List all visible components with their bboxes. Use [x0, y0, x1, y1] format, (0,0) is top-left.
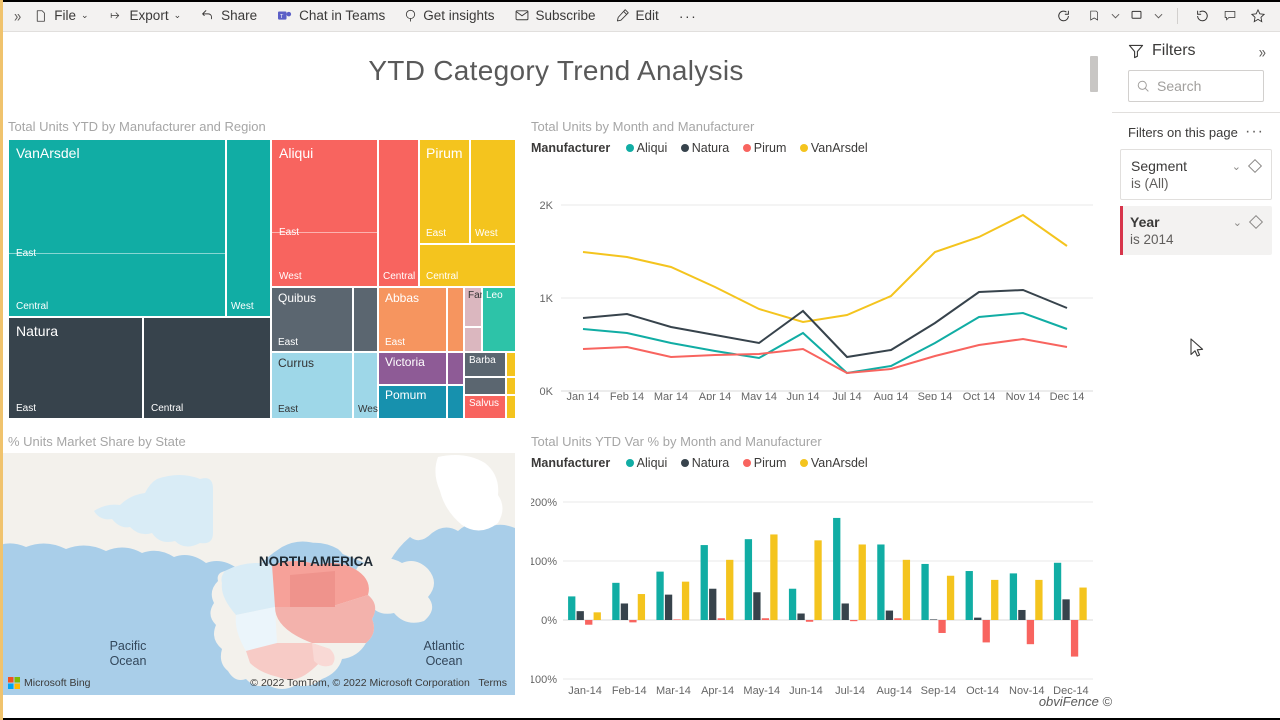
svg-text:Mar-14: Mar-14 [656, 685, 691, 697]
svg-text:Ocean: Ocean [110, 654, 147, 668]
svg-text:Aug 14: Aug 14 [874, 391, 909, 400]
svg-text:Jul 14: Jul 14 [832, 391, 861, 400]
svg-text:Apr 14: Apr 14 [699, 391, 731, 400]
svg-text:T: T [280, 14, 284, 20]
svg-text:Jan-14: Jan-14 [568, 685, 602, 697]
svg-text:Jun 14: Jun 14 [786, 391, 819, 400]
svg-text:0K: 0K [540, 386, 554, 398]
svg-text:200%: 200% [531, 497, 557, 509]
svg-text:NORTH AMERICA: NORTH AMERICA [259, 554, 373, 569]
svg-text:2K: 2K [540, 200, 554, 212]
svg-text:Sep 14: Sep 14 [918, 391, 953, 400]
svg-text:Pacific: Pacific [110, 639, 147, 653]
svg-text:Nov 14: Nov 14 [1006, 391, 1041, 400]
svg-text:Feb-14: Feb-14 [612, 685, 647, 697]
svg-text:Oct 14: Oct 14 [963, 391, 995, 400]
svg-text:Jul-14: Jul-14 [835, 685, 865, 697]
svg-text:1K: 1K [540, 293, 554, 305]
svg-text:Jan 14: Jan 14 [566, 391, 599, 400]
svg-text:-100%: -100% [531, 674, 557, 686]
svg-text:0%: 0% [541, 615, 557, 627]
svg-text:Aug-14: Aug-14 [877, 685, 912, 697]
svg-text:Sep-14: Sep-14 [921, 685, 956, 697]
svg-text:100%: 100% [531, 556, 557, 568]
svg-text:Ocean: Ocean [426, 654, 463, 668]
svg-text:Mar 14: Mar 14 [654, 391, 688, 400]
svg-text:Feb 14: Feb 14 [610, 391, 644, 400]
svg-text:Apr-14: Apr-14 [701, 685, 734, 697]
svg-text:Dec 14: Dec 14 [1050, 391, 1085, 400]
svg-text:May-14: May-14 [743, 685, 780, 697]
svg-text:Jun-14: Jun-14 [789, 685, 823, 697]
svg-text:Atlantic: Atlantic [424, 639, 465, 653]
svg-text:May 14: May 14 [741, 391, 777, 400]
